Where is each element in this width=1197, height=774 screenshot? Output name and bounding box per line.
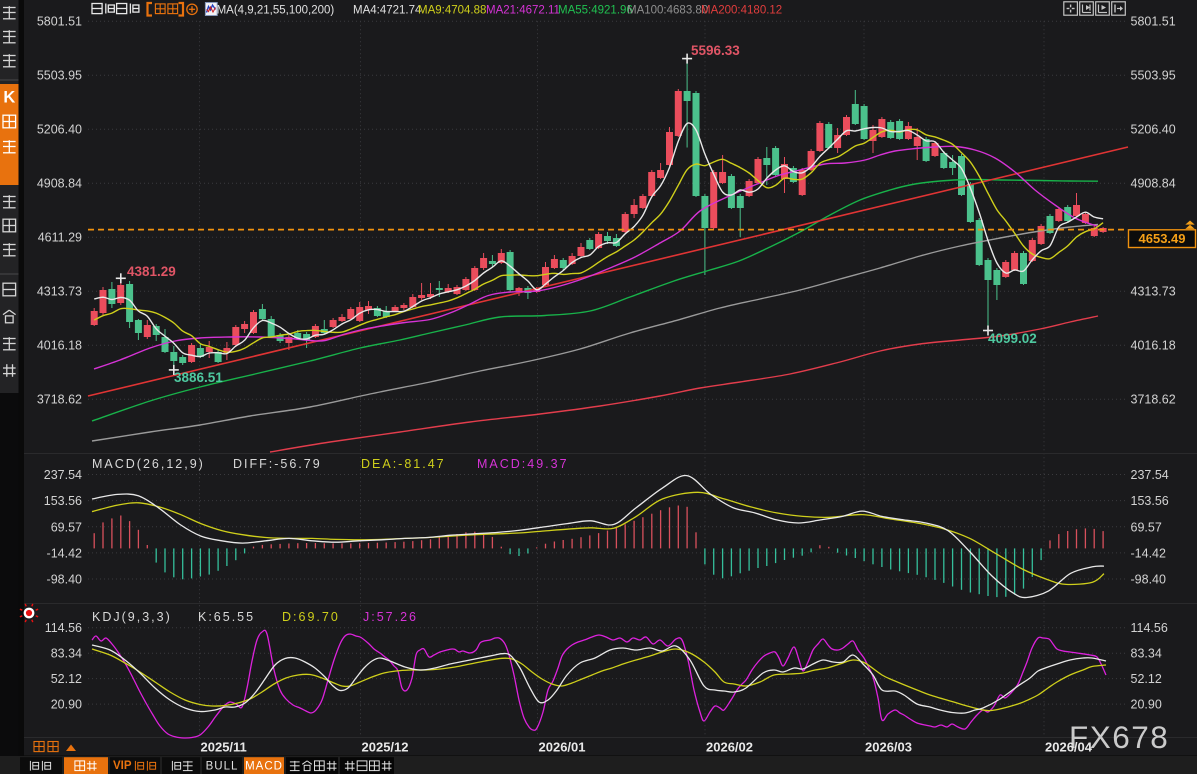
svg-text:MACD(26,12,9): MACD(26,12,9): [92, 457, 205, 471]
svg-text:237.54: 237.54: [44, 468, 82, 482]
svg-text:4313.73: 4313.73: [37, 285, 82, 299]
svg-text:2026/03: 2026/03: [865, 740, 912, 755]
svg-text:-14.42: -14.42: [47, 546, 82, 560]
svg-text:5503.95: 5503.95: [1131, 69, 1176, 83]
svg-text:MA(4,9,21,55,100,200): MA(4,9,21,55,100,200): [217, 5, 335, 17]
svg-text:69.57: 69.57: [51, 520, 82, 534]
svg-text:5801.51: 5801.51: [37, 15, 82, 29]
svg-text:MA200:4180.12: MA200:4180.12: [701, 5, 782, 17]
svg-text:52.12: 52.12: [1131, 672, 1162, 686]
svg-text:2025/12: 2025/12: [362, 740, 409, 755]
svg-text:2025/11: 2025/11: [201, 740, 247, 755]
svg-text:52.12: 52.12: [51, 672, 82, 686]
svg-text:2026/02: 2026/02: [706, 740, 753, 755]
svg-text:20.90: 20.90: [51, 698, 82, 712]
svg-text:3718.62: 3718.62: [1131, 393, 1176, 407]
svg-text:DEA:-81.47: DEA:-81.47: [361, 457, 446, 471]
svg-text:20.90: 20.90: [1131, 698, 1162, 712]
svg-text:D:69.70: D:69.70: [282, 610, 340, 624]
svg-text:-98.40: -98.40: [1131, 573, 1166, 587]
svg-text:MA9:4704.88: MA9:4704.88: [418, 5, 486, 17]
svg-text:2026/01: 2026/01: [539, 740, 586, 755]
svg-text:MA4:4721.74: MA4:4721.74: [353, 5, 422, 17]
svg-text:MACD:49.37: MACD:49.37: [477, 457, 569, 471]
svg-text:4016.18: 4016.18: [37, 339, 82, 353]
svg-text:BULL: BULL: [206, 761, 239, 773]
svg-text:MA55:4921.96: MA55:4921.96: [558, 5, 633, 17]
svg-text:5206.40: 5206.40: [1131, 123, 1176, 137]
svg-text:5503.95: 5503.95: [37, 69, 82, 83]
svg-text:153.56: 153.56: [44, 494, 82, 508]
svg-text:-98.40: -98.40: [47, 573, 82, 587]
svg-text:VIP: VIP: [113, 760, 132, 772]
svg-text:MA100:4683.80: MA100:4683.80: [627, 5, 708, 17]
svg-text:2026/04: 2026/04: [1045, 740, 1093, 755]
svg-text:4908.84: 4908.84: [37, 177, 82, 191]
svg-text:FX678: FX678: [1069, 719, 1169, 755]
svg-text:83.34: 83.34: [1131, 647, 1162, 661]
svg-text:237.54: 237.54: [1131, 468, 1169, 482]
svg-text:4653.49: 4653.49: [1139, 231, 1186, 246]
svg-text:4313.73: 4313.73: [1131, 285, 1176, 299]
svg-text:J:57.26: J:57.26: [363, 610, 418, 624]
svg-text:83.34: 83.34: [51, 647, 82, 661]
svg-text:K:65.55: K:65.55: [198, 610, 255, 624]
svg-text:4611.29: 4611.29: [38, 231, 82, 245]
svg-text:K: K: [3, 89, 15, 107]
svg-text:MA21:4672.11: MA21:4672.11: [486, 5, 560, 17]
svg-text:-14.42: -14.42: [1131, 546, 1166, 560]
svg-text:3718.62: 3718.62: [37, 393, 82, 407]
svg-text:114.56: 114.56: [45, 621, 82, 635]
svg-text:69.57: 69.57: [1131, 520, 1162, 534]
svg-text:4381.29: 4381.29: [127, 264, 176, 279]
svg-text:5801.51: 5801.51: [1131, 15, 1176, 29]
svg-text:4099.02: 4099.02: [988, 331, 1037, 346]
svg-text:KDJ(9,3,3): KDJ(9,3,3): [92, 610, 172, 624]
svg-text:153.56: 153.56: [1131, 494, 1169, 508]
svg-text:DIFF:-56.79: DIFF:-56.79: [233, 457, 322, 471]
svg-text:5596.33: 5596.33: [691, 43, 740, 58]
svg-text:5206.40: 5206.40: [37, 123, 82, 137]
svg-text:4908.84: 4908.84: [1131, 177, 1176, 191]
svg-text:MACD: MACD: [245, 761, 283, 773]
svg-text:3886.51: 3886.51: [174, 370, 223, 385]
svg-text:114.56: 114.56: [1131, 621, 1168, 635]
svg-text:4016.18: 4016.18: [1131, 339, 1176, 353]
